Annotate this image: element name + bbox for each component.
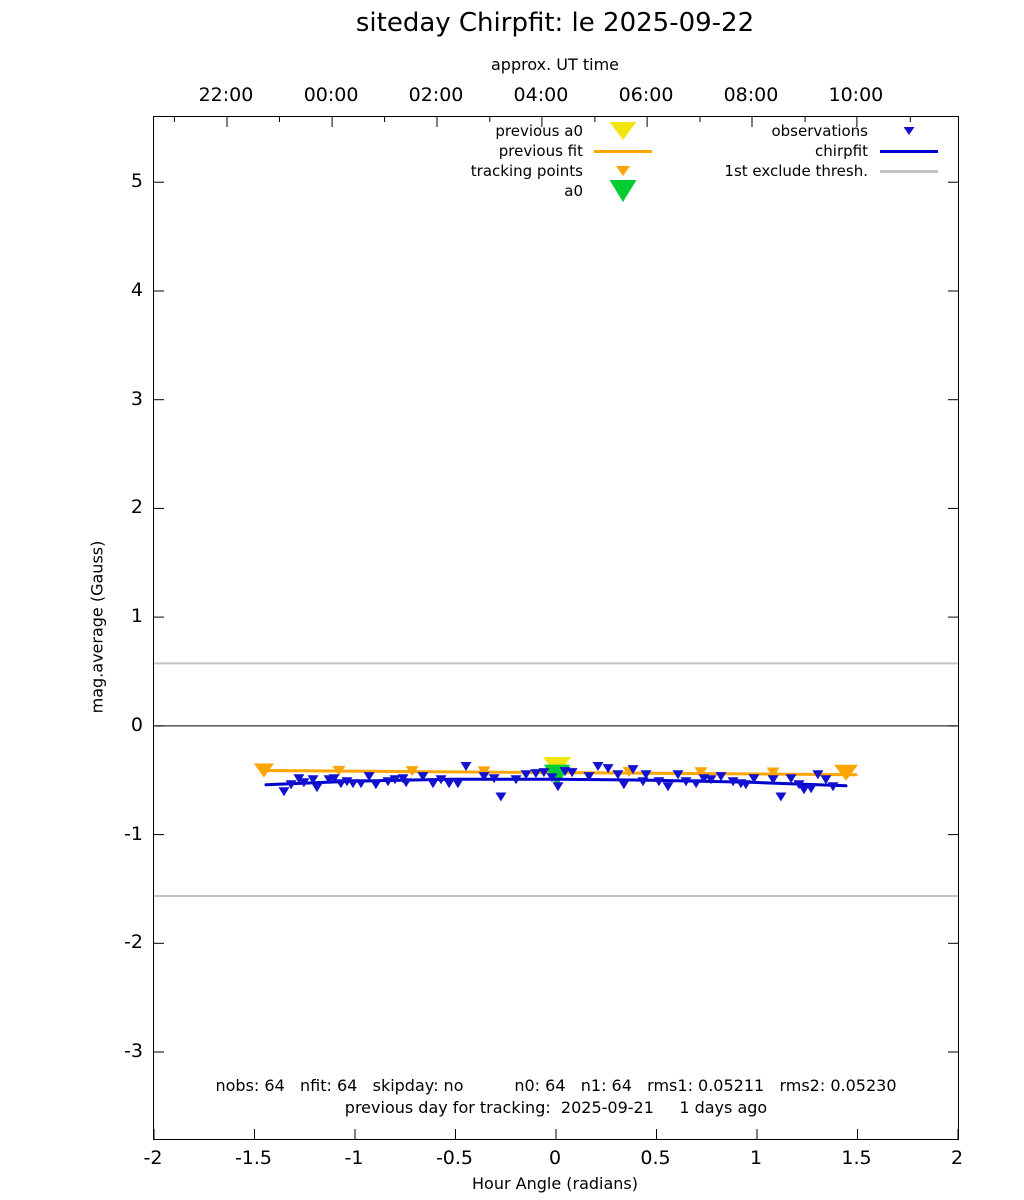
y-tick-label: -3 [124, 1040, 143, 1063]
y-tick-label: 3 [130, 387, 143, 410]
x-tick-label: 2 [950, 1147, 964, 1169]
legend-label-previous-a0: previous a0 [495, 122, 583, 140]
y-tick-label: -2 [124, 931, 143, 954]
x-tick-label: -2 [143, 1147, 163, 1169]
a0-marker-icon [609, 180, 637, 202]
x-tick-label: 1 [749, 1147, 763, 1169]
y-axis-title: mag.average (Gauss) [87, 540, 107, 714]
previous-fit-line-icon [594, 149, 652, 153]
stats-line-2: previous day for tracking: 2025-09-21 1 … [344, 1098, 768, 1117]
legend-label-exclude-thresh: 1st exclude thresh. [724, 162, 868, 180]
y-tick-label: 2 [130, 496, 143, 519]
legend-label-tracking-points: tracking points [470, 162, 583, 180]
time-tick-label: 00:00 [303, 84, 359, 106]
x-axis-title: Hour Angle (radians) [472, 1174, 638, 1193]
top-axis-title: approx. UT time [491, 55, 619, 74]
legend-label-chirpfit: chirpfit [815, 142, 868, 160]
y-tick-label: 5 [130, 170, 143, 193]
y-tick-label: 4 [130, 278, 143, 301]
y-tick-label: -1 [124, 822, 143, 845]
x-tick-label: -0.5 [435, 1147, 474, 1169]
legend-label-observations: observations [771, 122, 868, 140]
time-tick-label: 10:00 [828, 84, 884, 106]
x-tick-label: 1.5 [841, 1147, 872, 1169]
observations-marker-icon [903, 127, 915, 135]
time-tick-label: 06:00 [618, 84, 674, 106]
x-tick-label: 0 [548, 1147, 562, 1169]
chirpfit-line-icon [880, 149, 938, 153]
legend-label-previous-fit: previous fit [498, 142, 583, 160]
x-tick-label: -1.5 [234, 1147, 273, 1169]
chart-svg [154, 117, 958, 1139]
tracking-points-marker-icon [616, 166, 630, 176]
time-tick-label: 08:00 [723, 84, 779, 106]
time-tick-label: 02:00 [408, 84, 464, 106]
chart-title: siteday Chirpfit: le 2025-09-22 [355, 8, 755, 38]
stats-line-1: nobs: 64 nfit: 64 skipday: no n0: 64 n1:… [215, 1076, 897, 1095]
x-tick-label: 0.5 [640, 1147, 671, 1169]
plot-area: nobs: 64 nfit: 64 skipday: no n0: 64 n1:… [153, 116, 959, 1140]
y-tick-label: 0 [130, 713, 143, 736]
time-tick-label: 04:00 [513, 84, 569, 106]
exclude-thresh-line-icon [880, 169, 938, 173]
x-tick-label: -1 [344, 1147, 364, 1169]
legend-label-a0: a0 [564, 182, 583, 200]
time-tick-label: 22:00 [198, 84, 254, 106]
